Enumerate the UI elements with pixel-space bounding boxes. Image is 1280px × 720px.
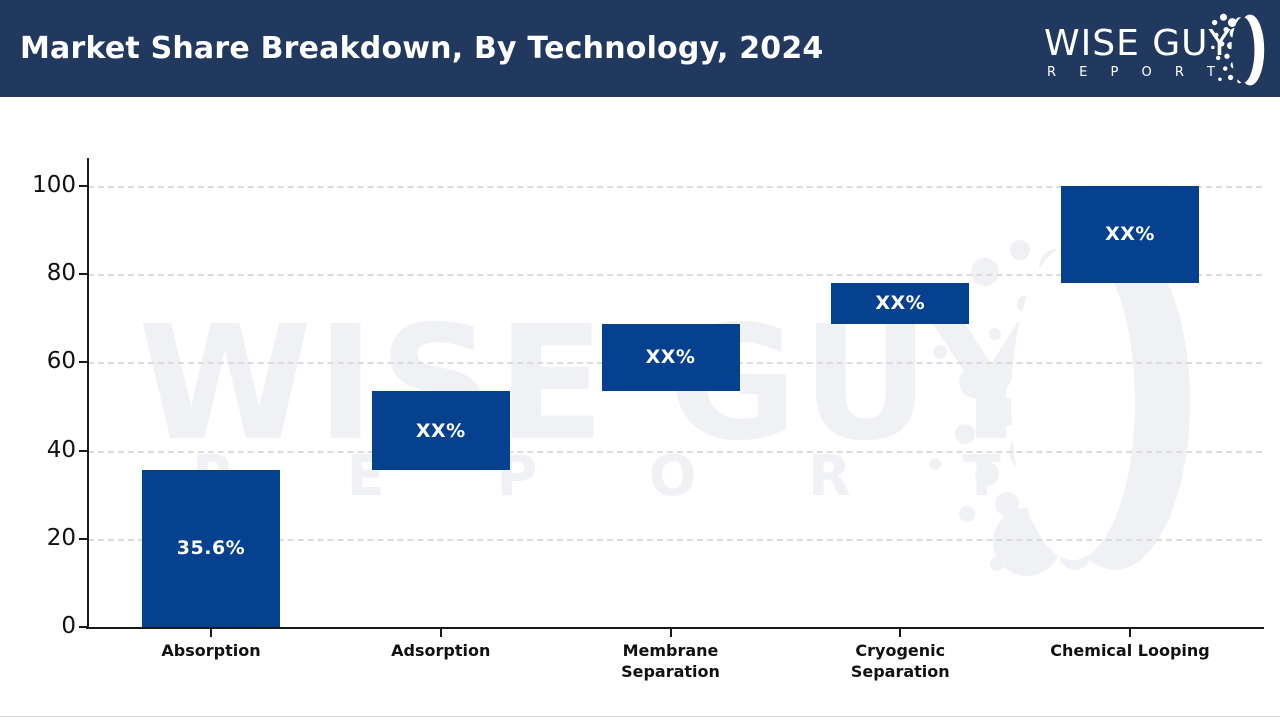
y-axis-tick-label: 100 bbox=[32, 172, 76, 198]
category-label-adsorption: Adsorption bbox=[391, 641, 491, 660]
bar-cryogenic-separation: XX% bbox=[831, 282, 970, 324]
y-axis-tick-label: 60 bbox=[46, 348, 76, 375]
bar-value-label-chemical-looping: XX% bbox=[1105, 223, 1155, 246]
bar-value-label-cryogenic-separation: XX% bbox=[875, 292, 926, 315]
y-axis-tick-mark bbox=[79, 626, 87, 628]
bar-value-label-membrane-separation: XX% bbox=[645, 346, 696, 369]
x-axis-line bbox=[86, 627, 1264, 629]
logo-text: WISE GUY R E P O R T S bbox=[1044, 24, 1256, 80]
bar-value-label-absorption: 35.6% bbox=[176, 537, 246, 560]
x-axis-tick-mark bbox=[210, 629, 212, 637]
y-axis-tick-label: 20 bbox=[46, 524, 76, 551]
bar-adsorption: XX% bbox=[371, 391, 510, 470]
wise-guy-reports-logo: WISE GUY R E P O R T S bbox=[1016, 6, 1266, 92]
y-axis-tick-mark bbox=[79, 185, 87, 187]
category-label-cryogenic-separation: Cryogenic Separation bbox=[850, 641, 950, 681]
bar-membrane-separation: XX% bbox=[601, 323, 740, 392]
bottom-border-line bbox=[0, 716, 1280, 717]
category-label-membrane-separation: Membrane Separation bbox=[621, 641, 720, 681]
x-axis-tick-mark bbox=[439, 629, 442, 637]
y-axis-tick-mark bbox=[79, 273, 87, 276]
y-axis-tick-label: 80 bbox=[46, 260, 76, 287]
x-axis-tick-mark bbox=[1129, 629, 1131, 637]
y-axis-tick-mark bbox=[79, 361, 87, 364]
category-label-chemical-looping: Chemical Looping bbox=[1050, 641, 1210, 660]
x-axis-tick-mark bbox=[669, 629, 672, 637]
y-axis-tick-label: 0 bbox=[61, 613, 76, 639]
gridline-40 bbox=[88, 450, 1262, 453]
x-axis-tick-mark bbox=[899, 629, 902, 637]
gridline-20 bbox=[88, 538, 1262, 541]
category-label-absorption: Absorption bbox=[161, 641, 261, 660]
y-axis-tick-mark bbox=[79, 449, 87, 452]
bar-value-label-adsorption: XX% bbox=[415, 419, 466, 442]
logo-wiseguy-label: WISE GUY bbox=[1044, 23, 1232, 64]
gridline-80 bbox=[88, 274, 1262, 277]
logo-head-icon bbox=[1211, 13, 1265, 86]
y-axis-tick-label: 40 bbox=[46, 436, 76, 463]
bar-chemical-looping: XX% bbox=[1061, 186, 1199, 283]
bar-absorption: 35.6% bbox=[142, 470, 280, 627]
page-title: Market Share Breakdown, By Technology, 2… bbox=[20, 31, 824, 66]
y-axis-line bbox=[87, 158, 89, 629]
header-bar: Market Share Breakdown, By Technology, 2… bbox=[0, 0, 1280, 97]
logo-reports-label: R E P O R T S bbox=[1047, 64, 1256, 80]
gridline-100 bbox=[88, 186, 1262, 188]
y-axis-tick-mark bbox=[79, 537, 87, 540]
